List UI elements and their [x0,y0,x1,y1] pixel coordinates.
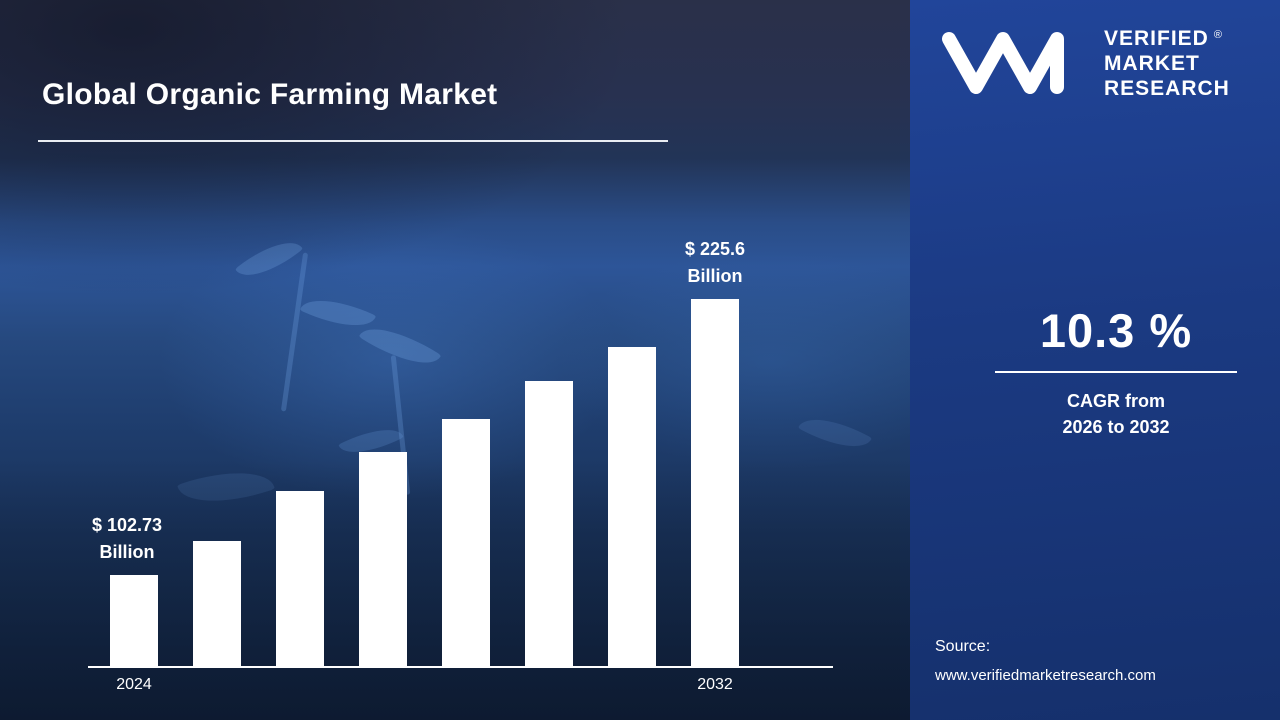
chart-bar-5 [442,419,490,668]
chart-bar-3 [276,491,324,668]
cagr-underline [995,371,1237,373]
info-panel: VERIFIED ® MARKET RESEARCH 10.3 % CAGR f… [910,0,1280,720]
cagr-block: 10.3 % CAGR from 2026 to 2032 [995,303,1237,440]
brand-line-2: MARKET [1104,52,1200,75]
chart-layer: Global Organic Farming Market $ 102.73 B… [38,78,833,693]
source-url: www.verifiedmarketresearch.com [935,667,1156,684]
brand-name: VERIFIED ® MARKET RESEARCH [1104,26,1230,101]
bar-chart [110,299,739,668]
registered-trademark: ® [1213,29,1223,41]
vmr-logo-icon [942,32,1064,94]
first-bar-value-label: $ 102.73 Billion [62,512,192,566]
chart-bar-8 [691,299,739,668]
x-tick-2032: 2032 [697,676,733,693]
chart-bar-1 [110,575,158,668]
first-bar-unit: Billion [99,542,155,562]
brand-line-1: VERIFIED [1104,27,1209,50]
cagr-caption-line-1: CAGR from [1067,391,1165,411]
chart-bar-2 [193,541,241,668]
last-bar-value-label: $ 225.6 Billion [650,236,780,290]
last-bar-unit: Billion [687,266,743,286]
cagr-caption: CAGR from 2026 to 2032 [995,388,1237,440]
chart-bar-6 [525,381,573,668]
chart-panel: Global Organic Farming Market $ 102.73 B… [0,0,980,720]
last-bar-value: $ 225.6 [684,239,746,259]
page-title: Global Organic Farming Market [42,78,498,112]
x-tick-2024: 2024 [116,676,152,693]
cagr-caption-line-2: 2026 to 2032 [1062,417,1170,437]
brand-logo: VERIFIED ® MARKET RESEARCH [940,26,1230,101]
source-label: Source: [935,638,991,655]
chart-bar-7 [608,347,656,668]
title-underline [38,140,668,142]
source-block: Source: www.verifiedmarketresearch.com [935,638,1156,684]
first-bar-value: $ 102.73 [91,515,163,535]
cagr-value: 10.3 % [1039,304,1193,357]
chart-bar-4 [359,452,407,668]
x-axis-line [88,666,833,668]
brand-line-3: RESEARCH [1104,77,1230,100]
